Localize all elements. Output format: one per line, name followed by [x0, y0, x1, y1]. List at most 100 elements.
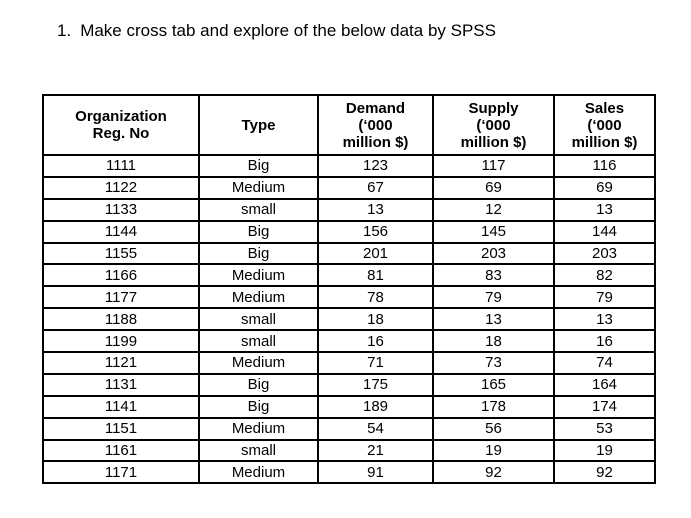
cell-type: Medium	[198, 263, 319, 288]
cell-sales: 19	[553, 438, 656, 463]
cell-type: small	[198, 307, 319, 332]
table-row: 1177 Medium 78 79 79	[42, 285, 656, 310]
cell-type: Medium	[198, 351, 319, 375]
cell-reg-no: 1151	[42, 416, 200, 441]
cell-type: Medium	[198, 460, 319, 485]
cell-demand: 54	[317, 416, 434, 441]
cell-reg-no: 1131	[42, 372, 200, 397]
header-line: Reg. No	[92, 125, 150, 142]
cell-demand: 71	[317, 351, 434, 375]
cell-demand: 189	[317, 394, 434, 419]
cell-supply: 178	[432, 394, 555, 419]
cell-sales: 13	[553, 307, 656, 332]
cell-reg-no: 1161	[42, 438, 200, 463]
header-line: Sales	[584, 99, 625, 117]
header-supply: Supply (‘000 million $)	[432, 94, 555, 156]
header-line: (‘000	[358, 116, 393, 134]
cell-supply: 203	[432, 241, 555, 266]
cell-supply: 19	[432, 438, 555, 463]
cell-demand: 18	[317, 307, 434, 332]
header-sales: Sales (‘000 million $)	[553, 94, 656, 156]
question-title: 1. Make cross tab and explore of the bel…	[57, 21, 496, 41]
cell-demand: 13	[317, 197, 434, 222]
table-row: 1121 Medium 71 73 74	[42, 351, 656, 375]
cell-demand: 91	[317, 460, 434, 485]
cell-demand: 123	[317, 154, 434, 178]
table-row: 1111 Big 123 117 116	[42, 154, 656, 178]
cell-reg-no: 1155	[42, 241, 200, 266]
cell-demand: 21	[317, 438, 434, 463]
cell-demand: 201	[317, 241, 434, 266]
cell-sales: 92	[553, 460, 656, 485]
cell-demand: 81	[317, 263, 434, 288]
table-row: 1188 small 18 13 13	[42, 307, 656, 332]
header-line: Supply	[468, 99, 519, 117]
question-number: 1.	[57, 21, 72, 40]
cell-sales: 203	[553, 241, 656, 266]
cell-supply: 13	[432, 307, 555, 332]
cell-reg-no: 1199	[42, 329, 200, 354]
header-type: Type	[198, 94, 319, 156]
cell-sales: 69	[553, 175, 656, 200]
table-row: 1161 small 21 19 19	[42, 438, 656, 463]
header-line: Demand	[345, 99, 406, 117]
table-row: 1199 small 16 18 16	[42, 329, 656, 354]
header-row: Organization Reg. No Type Demand (‘000 m…	[42, 94, 656, 156]
table-row: 1171 Medium 91 92 92	[42, 460, 656, 485]
cell-supply: 73	[432, 351, 555, 375]
cell-reg-no: 1171	[42, 460, 200, 485]
table-row: 1122 Medium 67 69 69	[42, 175, 656, 200]
header-line: (‘000	[587, 116, 622, 134]
table-row: 1151 Medium 54 56 53	[42, 416, 656, 441]
cell-sales: 13	[553, 197, 656, 222]
header-demand: Demand (‘000 million $)	[317, 94, 434, 156]
cell-demand: 16	[317, 329, 434, 354]
question-text: Make cross tab and explore of the below …	[80, 21, 496, 40]
cell-reg-no: 1177	[42, 285, 200, 310]
table-row: 1141 Big 189 178 174	[42, 394, 656, 419]
cell-supply: 18	[432, 329, 555, 354]
table-row: 1131 Big 175 165 164	[42, 372, 656, 397]
cell-type: Medium	[198, 175, 319, 200]
cell-sales: 82	[553, 263, 656, 288]
cell-supply: 92	[432, 460, 555, 485]
cell-demand: 156	[317, 219, 434, 244]
cell-reg-no: 1133	[42, 197, 200, 222]
header-line: (‘000	[476, 116, 511, 134]
cell-sales: 79	[553, 285, 656, 310]
cell-type: Big	[198, 154, 319, 178]
cell-sales: 174	[553, 394, 656, 419]
cell-reg-no: 1121	[42, 351, 200, 375]
header-line: Organization	[75, 108, 167, 125]
cell-type: Big	[198, 219, 319, 244]
table-body: 1111 Big 123 117 116 1122 Medium 67 69 6…	[42, 154, 656, 485]
table-row: 1133 small 13 12 13	[42, 197, 656, 222]
table-row: 1166 Medium 81 83 82	[42, 263, 656, 288]
table-row: 1144 Big 156 145 144	[42, 219, 656, 244]
cell-demand: 175	[317, 372, 434, 397]
cell-supply: 83	[432, 263, 555, 288]
cell-sales: 53	[553, 416, 656, 441]
header-organization-reg-no: Organization Reg. No	[42, 94, 200, 156]
cell-type: small	[198, 329, 319, 354]
cell-reg-no: 1122	[42, 175, 200, 200]
cell-sales: 74	[553, 351, 656, 375]
cell-sales: 16	[553, 329, 656, 354]
cell-type: Big	[198, 241, 319, 266]
cell-demand: 78	[317, 285, 434, 310]
cell-type: small	[198, 197, 319, 222]
cell-sales: 116	[553, 154, 656, 178]
cell-demand: 67	[317, 175, 434, 200]
cell-supply: 56	[432, 416, 555, 441]
cell-supply: 69	[432, 175, 555, 200]
cell-supply: 145	[432, 219, 555, 244]
cell-supply: 117	[432, 154, 555, 178]
header-line: Type	[241, 116, 276, 134]
cell-supply: 79	[432, 285, 555, 310]
cell-type: Medium	[198, 416, 319, 441]
cell-type: Big	[198, 394, 319, 419]
cell-supply: 165	[432, 372, 555, 397]
cell-reg-no: 1166	[42, 263, 200, 288]
header-line: million $)	[571, 133, 638, 151]
cell-reg-no: 1141	[42, 394, 200, 419]
